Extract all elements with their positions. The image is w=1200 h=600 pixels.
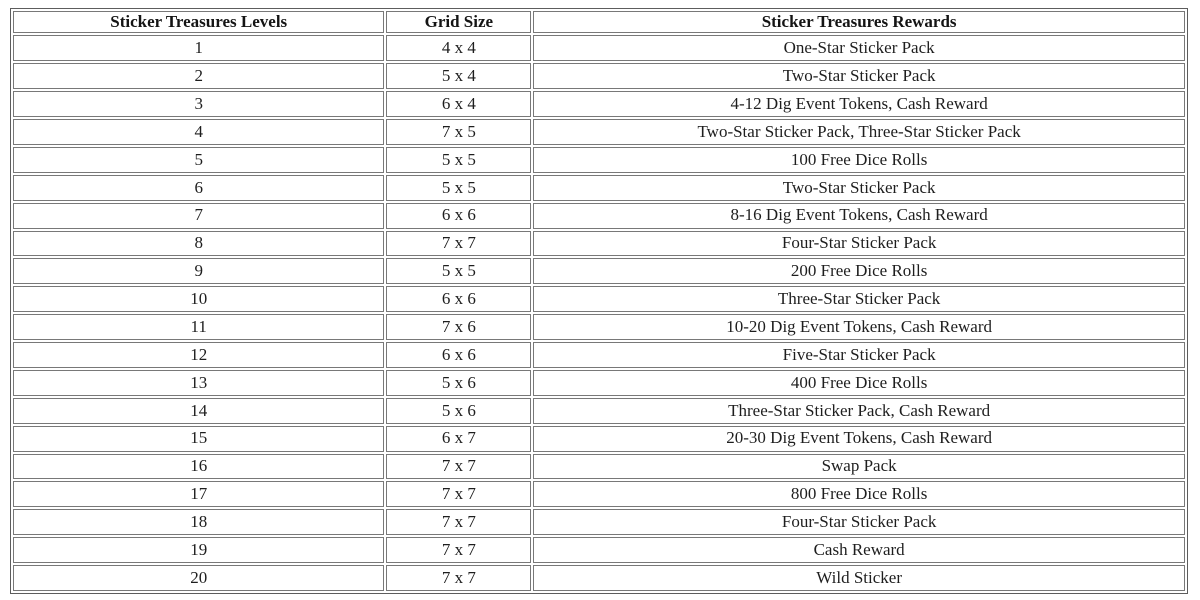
grid-size-cell: 7 x 7 xyxy=(386,453,532,480)
column-header-grid-size: Grid Size xyxy=(386,11,532,34)
level-cell: 10 xyxy=(13,286,385,313)
grid-size-cell: 7 x 5 xyxy=(386,119,532,145)
level-cell: 15 xyxy=(13,425,385,452)
level-cell: 5 xyxy=(13,146,385,173)
grid-size-cell: 5 x 5 xyxy=(386,258,532,285)
level-cell: 13 xyxy=(13,369,385,396)
table-row: 19 7 x 7 Cash Reward xyxy=(13,537,1185,564)
grid-size-cell: 5 x 6 xyxy=(386,369,532,396)
reward-cell: Four-Star Sticker Pack xyxy=(533,509,1185,536)
level-cell: 7 xyxy=(13,202,385,229)
level-cell: 19 xyxy=(13,537,385,564)
reward-cell: Swap Pack xyxy=(533,453,1185,480)
column-header-rewards: Sticker Treasures Rewards xyxy=(533,11,1185,34)
grid-size-cell: 6 x 6 xyxy=(386,286,532,313)
table-row: 11 7 x 6 10-20 Dig Event Tokens, Cash Rewa… xyxy=(13,314,1185,341)
grid-size-cell: 6 x 6 xyxy=(386,342,532,368)
reward-cell: Five-Star Sticker Pack xyxy=(533,342,1185,368)
grid-size-cell: 5 x 5 xyxy=(386,174,532,201)
sticker-treasures-table: Sticker Treasures Levels Grid Size Stick… xyxy=(10,8,1188,594)
level-cell: 2 xyxy=(13,63,385,90)
level-cell: 1 xyxy=(13,35,385,62)
reward-cell: 8-16 Dig Event Tokens, Cash Reward xyxy=(533,202,1185,229)
reward-cell: One-Star Sticker Pack xyxy=(533,35,1185,62)
grid-size-cell: 5 x 5 xyxy=(386,146,532,173)
reward-cell: Three-Star Sticker Pack xyxy=(533,286,1185,313)
grid-size-cell: 7 x 7 xyxy=(386,230,532,257)
level-cell: 11 xyxy=(13,314,385,341)
table-row: 13 5 x 6 400 Free Dice Rolls xyxy=(13,369,1185,396)
level-cell: 18 xyxy=(13,509,385,536)
reward-cell: 100 Free Dice Rolls xyxy=(533,146,1185,173)
reward-cell: Three-Star Sticker Pack, Cash Reward xyxy=(533,397,1185,424)
reward-cell: 20-30 Dig Event Tokens, Cash Reward xyxy=(533,425,1185,452)
grid-size-cell: 6 x 6 xyxy=(386,202,532,229)
grid-size-cell: 5 x 4 xyxy=(386,63,532,90)
grid-size-cell: 4 x 4 xyxy=(386,35,532,62)
reward-cell: 200 Free Dice Rolls xyxy=(533,258,1185,285)
header-row: Sticker Treasures Levels Grid Size Stick… xyxy=(13,11,1185,34)
table-row: 18 7 x 7 Four-Star Sticker Pack xyxy=(13,509,1185,536)
grid-size-cell: 7 x 7 xyxy=(386,509,532,536)
grid-size-cell: 7 x 6 xyxy=(386,314,532,341)
reward-cell: 4-12 Dig Event Tokens, Cash Reward xyxy=(533,91,1185,118)
reward-cell: Cash Reward xyxy=(533,537,1185,564)
reward-cell: 400 Free Dice Rolls xyxy=(533,369,1185,396)
level-cell: 9 xyxy=(13,258,385,285)
reward-cell: Four-Star Sticker Pack xyxy=(533,230,1185,257)
reward-cell: 10-20 Dig Event Tokens, Cash Reward xyxy=(533,314,1185,341)
reward-cell: Two-Star Sticker Pack xyxy=(533,174,1185,201)
table-header: Sticker Treasures Levels Grid Size Stick… xyxy=(13,11,1185,34)
table-row: 20 7 x 7 Wild Sticker xyxy=(13,565,1185,591)
table-row: 12 6 x 6 Five-Star Sticker Pack xyxy=(13,342,1185,368)
column-header-levels: Sticker Treasures Levels xyxy=(13,11,385,34)
level-cell: 4 xyxy=(13,119,385,145)
level-cell: 20 xyxy=(13,565,385,591)
table-row: 16 7 x 7 Swap Pack xyxy=(13,453,1185,480)
level-cell: 3 xyxy=(13,91,385,118)
grid-size-cell: 7 x 7 xyxy=(386,565,532,591)
reward-cell: Two-Star Sticker Pack xyxy=(533,63,1185,90)
table-row: 14 5 x 6 Three-Star Sticker Pack, Cash Rew… xyxy=(13,397,1185,424)
grid-size-cell: 5 x 6 xyxy=(386,397,532,424)
grid-size-cell: 7 x 7 xyxy=(386,481,532,508)
level-cell: 17 xyxy=(13,481,385,508)
level-cell: 6 xyxy=(13,174,385,201)
reward-cell: 800 Free Dice Rolls xyxy=(533,481,1185,508)
reward-cell: Wild Sticker xyxy=(533,565,1185,591)
table-row: 15 6 x 7 20-30 Dig Event Tokens, Cash Rewa… xyxy=(13,425,1185,452)
level-cell: 14 xyxy=(13,397,385,424)
reward-cell: Two-Star Sticker Pack, Three-Star Sticke… xyxy=(533,119,1185,145)
level-cell: 16 xyxy=(13,453,385,480)
table-row: 10 6 x 6 Three-Star Sticker Pack xyxy=(13,286,1185,313)
level-cell: 8 xyxy=(13,230,385,257)
table-row: 17 7 x 7 800 Free Dice Rolls xyxy=(13,481,1185,508)
level-cell: 12 xyxy=(13,342,385,368)
grid-size-cell: 6 x 4 xyxy=(386,91,532,118)
grid-size-cell: 6 x 7 xyxy=(386,425,532,452)
grid-size-cell: 7 x 7 xyxy=(386,537,532,564)
